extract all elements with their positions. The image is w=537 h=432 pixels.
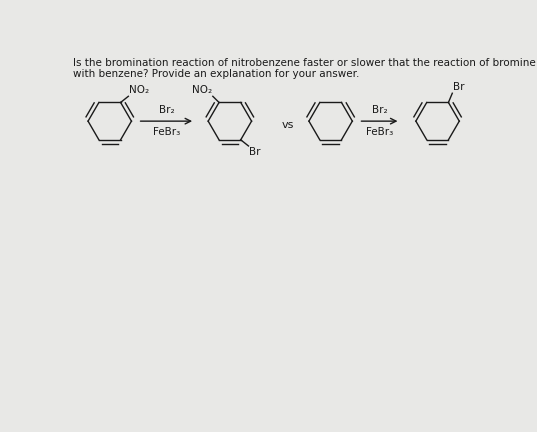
Text: vs: vs [282,120,294,130]
Text: NO₂: NO₂ [192,85,212,95]
Text: Br: Br [249,147,261,157]
Text: Br₂: Br₂ [372,105,387,115]
Text: NO₂: NO₂ [129,85,149,95]
Text: with benzene? Provide an explanation for your answer.: with benzene? Provide an explanation for… [74,69,360,79]
Text: Is the bromination reaction of nitrobenzene faster or slower that the reaction o: Is the bromination reaction of nitrobenz… [74,58,536,68]
Text: Br₂: Br₂ [158,105,174,115]
Text: FeBr₃: FeBr₃ [366,127,393,137]
Text: FeBr₃: FeBr₃ [153,127,180,137]
Text: Br: Br [453,83,465,92]
